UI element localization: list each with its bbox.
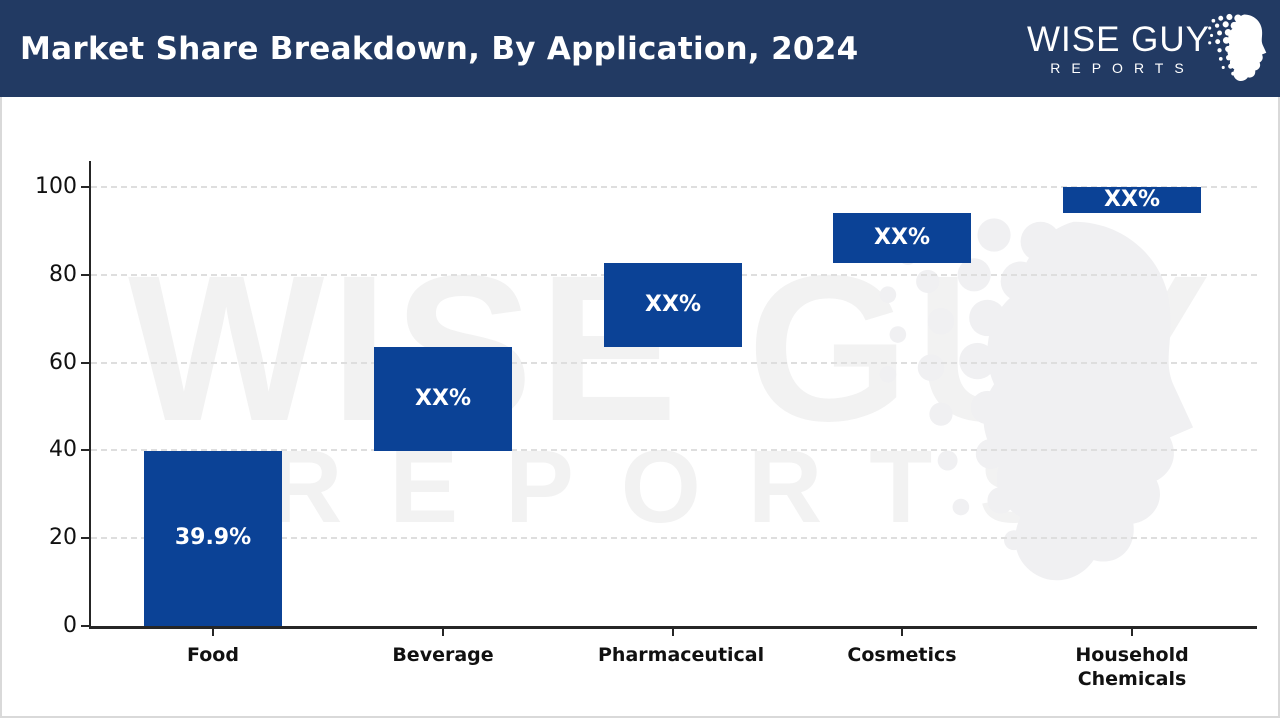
y-axis-tick-label: 0 (63, 613, 77, 638)
x-axis-tick (442, 629, 444, 636)
bar-value-label: XX% (415, 385, 471, 411)
x-axis-category-label: Cosmetics (847, 644, 957, 666)
x-axis-line (89, 626, 1257, 629)
logo-wordmark-block: WISE GUY REPORTS (1026, 20, 1210, 76)
x-axis-tick (1131, 629, 1133, 636)
x-axis-category-label: Pharmaceutical (598, 644, 765, 666)
bar-cosmetics: XX% (833, 213, 971, 264)
y-axis-tick-label: 40 (49, 437, 77, 463)
y-axis-tick (81, 449, 89, 452)
y-axis-tick-label: 60 (49, 349, 77, 375)
wiseguy-logo: WISE GUY REPORTS (1027, 5, 1270, 93)
y-axis-tick-label: 20 (49, 525, 77, 551)
y-axis-tick (81, 625, 89, 627)
bar-value-label: 39.9% (174, 525, 252, 551)
grid-line (91, 361, 1257, 364)
bar-household-chemicals: XX% (1063, 187, 1201, 214)
chart-canvas: WISE GUY REPORTS 0 20 40 60 80 100 39.9% Food XX… (0, 97, 1280, 718)
y-axis-line (89, 161, 91, 629)
x-axis-category-label: Food (187, 644, 239, 666)
bar-value-label: XX% (645, 292, 701, 318)
bar-food: 39.9% (144, 450, 282, 626)
logo-subtext: REPORTS (1050, 59, 1195, 76)
page-title: Market Share Breakdown, By Application, … (20, 30, 859, 67)
grid-line (91, 537, 1257, 540)
y-axis-tick-label: 80 (49, 261, 77, 287)
y-axis-tick (81, 361, 89, 364)
y-axis-tick (81, 537, 89, 540)
x-axis-tick (672, 629, 674, 636)
x-axis-category-label: Beverage (392, 644, 494, 666)
bar-beverage: XX% (374, 346, 512, 451)
bar-value-label: XX% (1104, 187, 1160, 213)
grid-line (91, 186, 1257, 188)
y-axis-tick (81, 186, 89, 188)
x-axis-category-label: Household Chemicals (1075, 644, 1189, 690)
header-bar: Market Share Breakdown, By Application, … (0, 0, 1280, 97)
logo-wordmark: WISE GUY (1026, 20, 1210, 60)
x-axis-tick (901, 629, 903, 636)
y-axis-tick (81, 273, 89, 276)
waterfall-chart: 0 20 40 60 80 100 39.9% Food XX% Beverage XX% Pharm… (2, 97, 1278, 716)
grid-line (91, 449, 1257, 452)
bar-pharmaceutical: XX% (604, 263, 742, 347)
y-axis-tick-label: 100 (35, 174, 77, 199)
x-axis-tick (212, 629, 214, 636)
wiseguy-head-icon (1206, 7, 1270, 91)
bar-value-label: XX% (874, 225, 930, 251)
watermark-subtext: REPORTS (268, 429, 1095, 544)
